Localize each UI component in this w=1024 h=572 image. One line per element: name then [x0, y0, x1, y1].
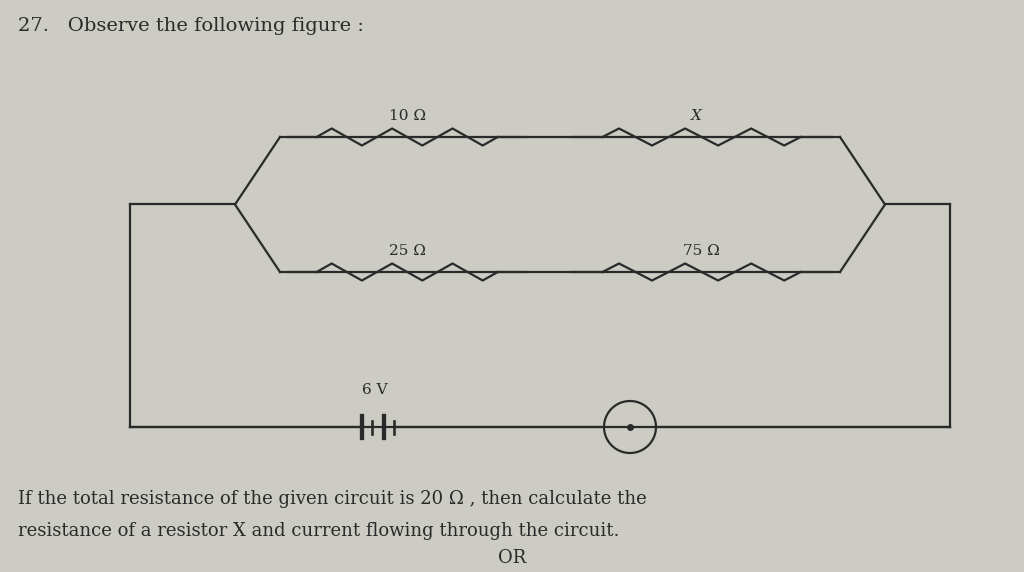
Text: If the total resistance of the given circuit is 20 Ω , then calculate the: If the total resistance of the given cir… — [18, 490, 647, 508]
Text: OR: OR — [498, 549, 526, 567]
Text: X: X — [691, 109, 702, 123]
Text: 75 Ω: 75 Ω — [683, 244, 720, 258]
Text: 6 V: 6 V — [362, 383, 388, 397]
Text: resistance of a resistor X and current flowing through the circuit.: resistance of a resistor X and current f… — [18, 522, 620, 540]
Text: 27.   Observe the following figure :: 27. Observe the following figure : — [18, 17, 364, 35]
Text: 10 Ω: 10 Ω — [389, 109, 426, 123]
Text: 25 Ω: 25 Ω — [389, 244, 426, 258]
